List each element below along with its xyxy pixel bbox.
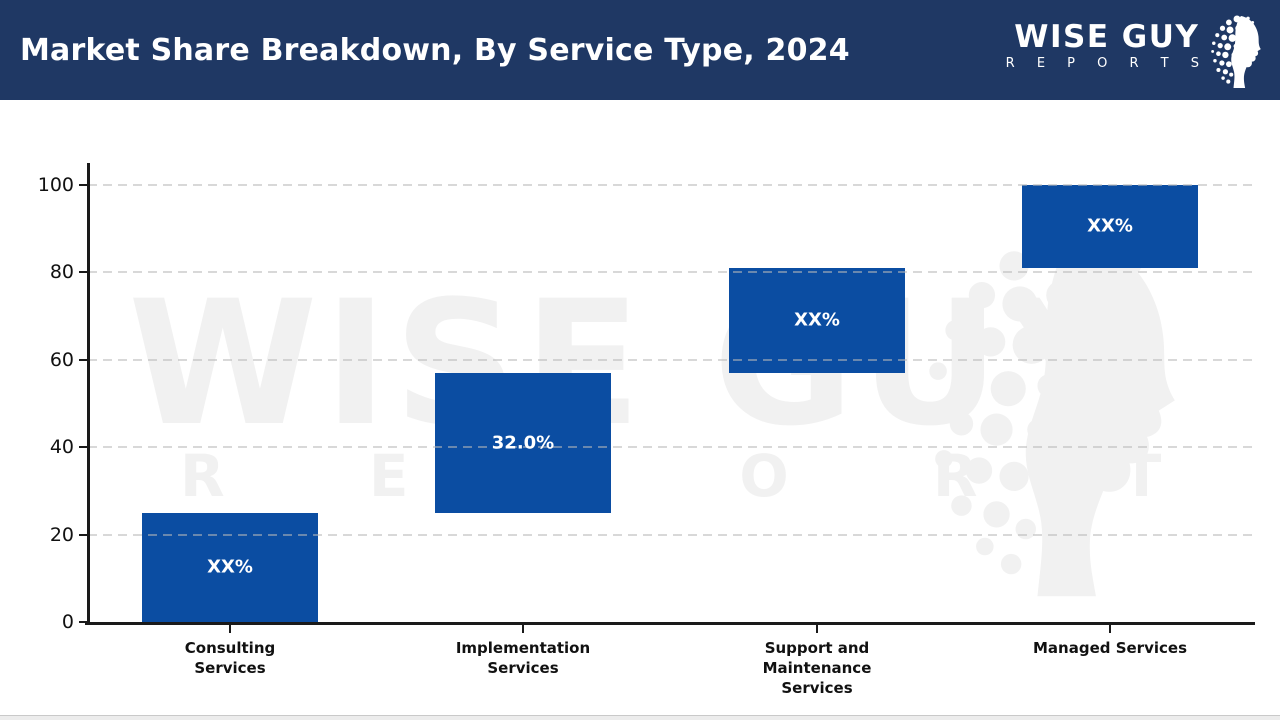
y-tick-mark: [79, 183, 87, 186]
x-category-label: Consulting Services: [184, 639, 276, 677]
brand-logo: WISE GUY R E P O R T S: [1006, 6, 1270, 94]
gridline-40: [88, 446, 1254, 448]
x-category-label: Support and Maintenance Services: [762, 639, 872, 697]
y-tick-label: 40: [49, 436, 74, 458]
x-category-label: Implementation Services: [455, 639, 591, 677]
bar-3[interactable]: [729, 267, 905, 373]
bar-value-label: XX%: [794, 309, 840, 331]
x-tick-mark: [816, 625, 818, 633]
x-axis-line: [85, 622, 1255, 625]
gridline-80: [88, 271, 1254, 273]
gridline-100: [88, 183, 1254, 186]
x-tick-mark: [229, 625, 231, 633]
y-tick-label: 100: [37, 173, 74, 196]
y-tick-mark: [79, 271, 87, 273]
dotted-head-icon: [1211, 15, 1261, 88]
y-tick-label: 60: [49, 348, 74, 371]
bar-1[interactable]: [142, 512, 318, 622]
x-tick-mark: [522, 625, 524, 633]
brand-logo-text: WISE GUY R E P O R T S: [1006, 20, 1208, 71]
y-tick-label: 20: [49, 523, 74, 546]
watermark-brand-subtitle: R E P O R T S: [180, 442, 1280, 510]
header-bar: Market Share Breakdown, By Service Type,…: [0, 0, 1280, 100]
bar-value-label: XX%: [1087, 215, 1133, 237]
y-tick-label: 80: [49, 261, 74, 283]
bar-4[interactable]: [1022, 184, 1198, 268]
bottom-edge-strip: [0, 715, 1280, 720]
y-tick-mark: [79, 533, 87, 536]
x-tick-mark: [1109, 625, 1111, 633]
y-tick-mark: [79, 621, 87, 623]
bar-value-label: 32.0%: [491, 432, 555, 454]
y-axis-spine: [87, 163, 90, 625]
y-tick-mark: [79, 358, 87, 361]
brand-name: WISE GUY: [1014, 19, 1200, 55]
page-title: Market Share Breakdown, By Service Type,…: [20, 32, 850, 68]
y-tick-mark: [79, 446, 87, 448]
gridline-20: [88, 533, 1254, 536]
gridline-60: [88, 358, 1254, 361]
y-tick-label: 0: [61, 611, 74, 633]
chart-area: WISE GUY R E P O R T S XX% 32.0% XX% XX% 0 2…: [0, 100, 1280, 715]
bar-value-label: XX%: [207, 556, 253, 578]
bar-2[interactable]: [435, 372, 611, 513]
brand-subtitle: R E P O R T S: [1005, 56, 1208, 71]
x-category-label: Managed Services: [1032, 639, 1187, 657]
watermark-brand-name: WISE GUY: [128, 263, 1137, 464]
watermark-dotted-head-icon: [924, 230, 1175, 597]
